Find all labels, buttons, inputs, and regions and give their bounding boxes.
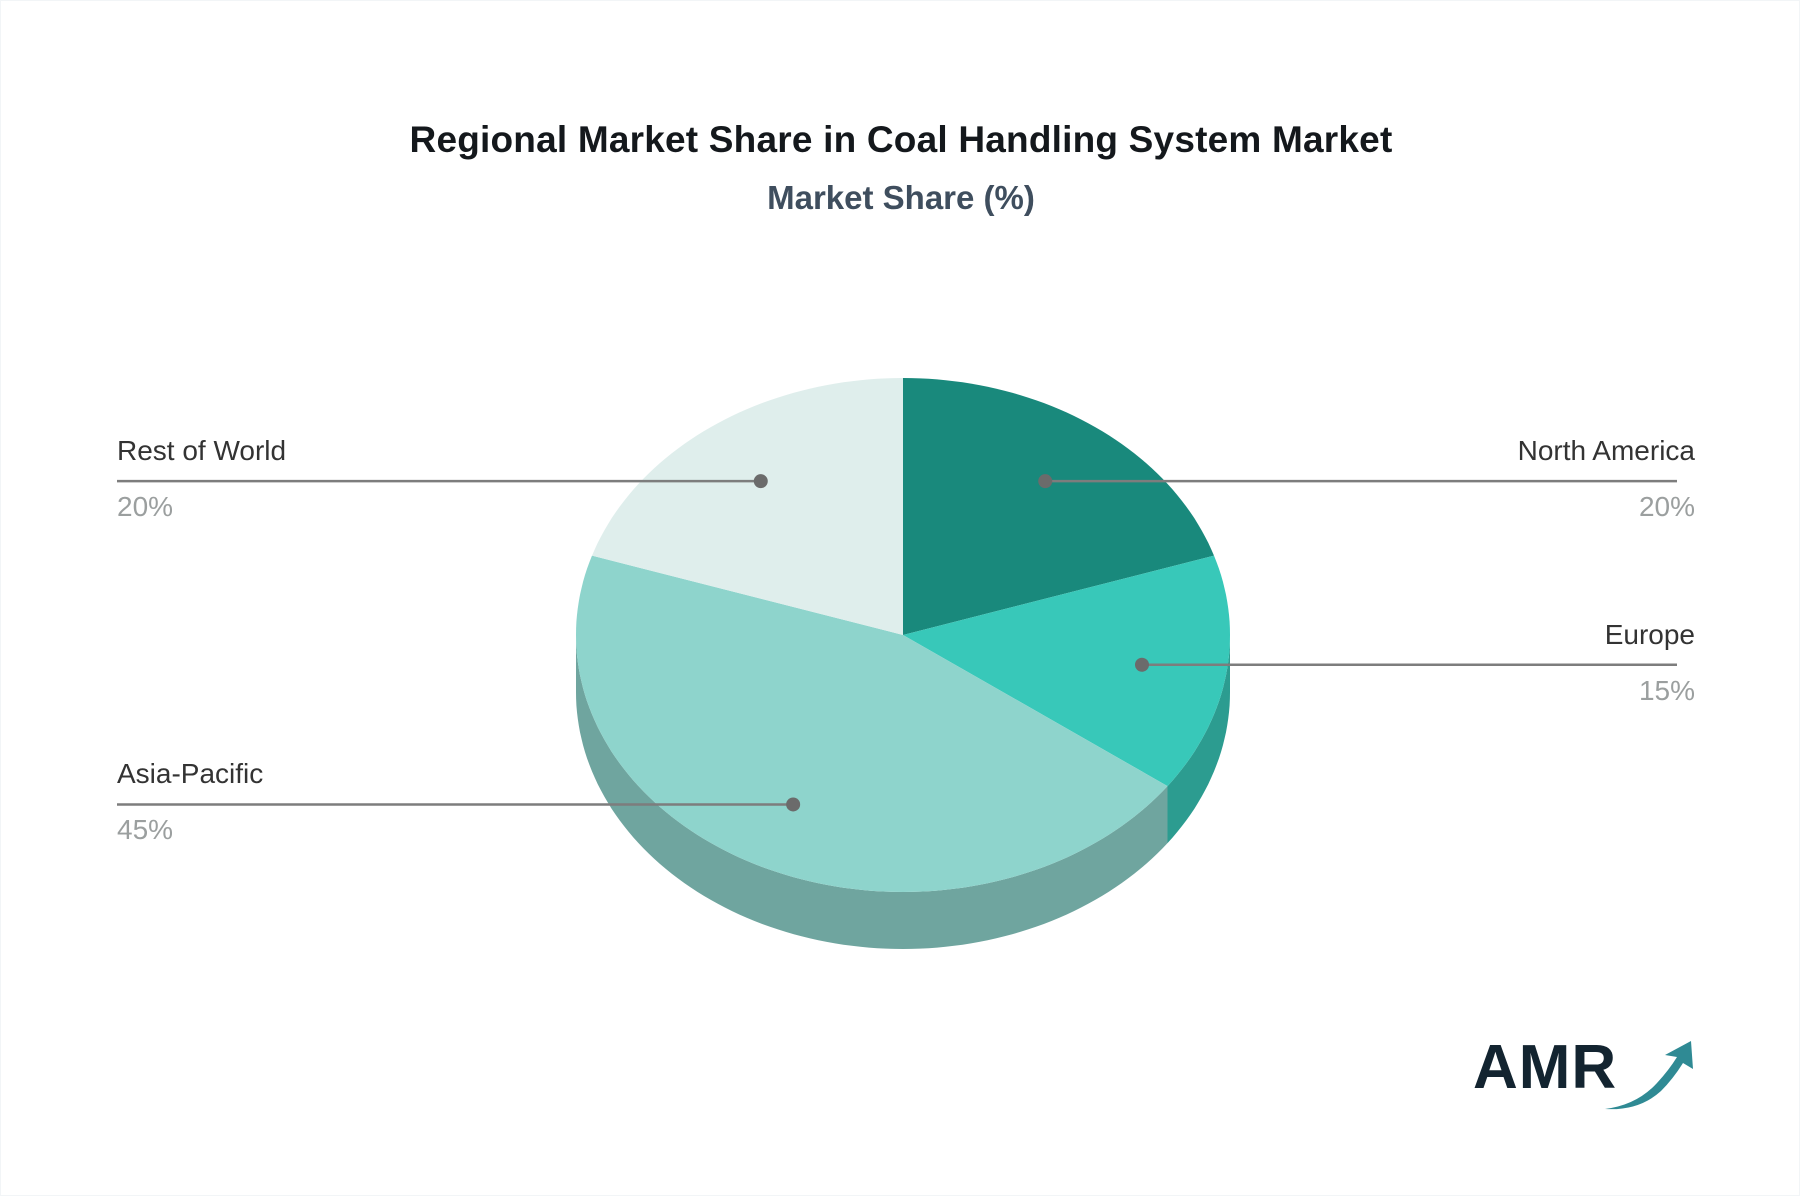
leader-dot-rest-of-world xyxy=(753,474,768,489)
leader-dot-asia-pacific xyxy=(786,797,801,812)
pie-side-europe xyxy=(1167,635,1230,844)
chart-subtitle: Market Share (%) xyxy=(767,179,1035,216)
slice-callout-europe: Europe 15% xyxy=(1605,619,1695,707)
pie-slice-north-america[interactable] xyxy=(903,378,1214,635)
pie-slice-rest-of-world[interactable] xyxy=(592,378,903,635)
slice-callout-north-america: North America 20% xyxy=(1518,435,1695,523)
slice-label: Rest of World xyxy=(117,435,287,467)
slice-label: North America xyxy=(1517,435,1695,467)
slice-label: Asia-Pacific xyxy=(117,758,264,790)
slice-percent: 45% xyxy=(117,814,174,846)
growth-arrow-icon xyxy=(1605,1041,1694,1110)
pie-slice-asia-pacific[interactable] xyxy=(576,555,1168,892)
leader-dot-europe xyxy=(1135,657,1150,672)
slice-callout-rest-of-world: Rest of World 20% xyxy=(117,435,286,523)
slice-percent: 20% xyxy=(117,491,174,523)
amr-logo: AMR xyxy=(1473,1033,1703,1117)
slice-label: Europe xyxy=(1604,618,1695,650)
slice-percent: 20% xyxy=(1638,491,1695,523)
pie-3d-walls xyxy=(576,635,1230,949)
slice-percent: 15% xyxy=(1638,674,1695,706)
pie-leader-lines xyxy=(117,474,1677,812)
pie-slice-europe[interactable] xyxy=(903,555,1230,787)
chart-title: Regional Market Share in Coal Handling S… xyxy=(409,119,1393,160)
leader-dot-north-america xyxy=(1038,474,1053,489)
slice-callout-asia-pacific: Asia-Pacific 45% xyxy=(117,758,263,846)
amr-logo-text: AMR xyxy=(1473,1033,1618,1102)
pie-top-slices xyxy=(576,378,1230,892)
pie-side-asia-pacific xyxy=(576,635,1168,949)
